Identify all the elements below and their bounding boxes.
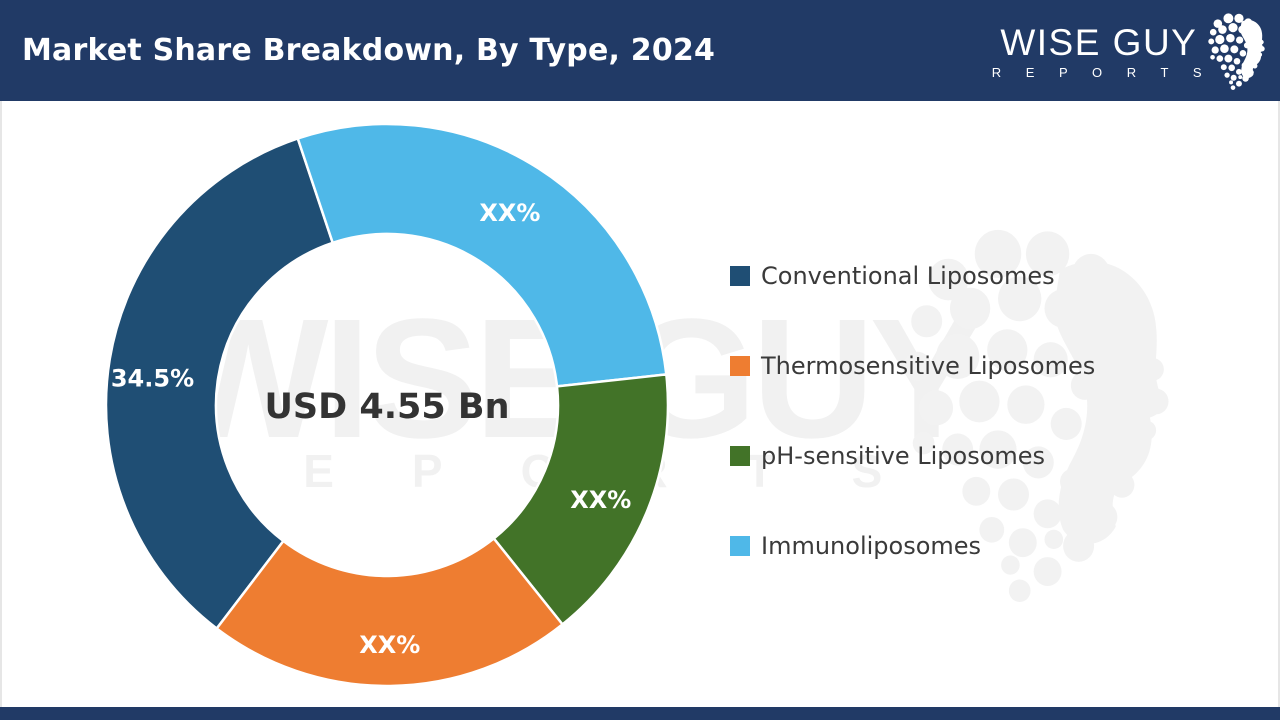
chart-center-label: USD 4.55 Bn [265, 387, 510, 427]
page-title: Market Share Breakdown, By Type, 2024 [22, 33, 716, 68]
legend-swatch-ph-sensitive-liposomes-icon [730, 446, 750, 466]
legend-label: Immunoliposomes [761, 532, 982, 560]
header-bar: Market Share Breakdown, By Type, 2024 WI… [0, 0, 1280, 101]
donut-slice-thermosensitive-liposomes [214, 536, 565, 688]
slice-label-conventional-liposomes: 34.5% [111, 364, 194, 392]
slice-label-immunoliposomes: XX% [479, 199, 540, 227]
logo-text: WISE GUY R E P O R T S [986, 22, 1212, 80]
logo-subtitle: R E P O R T S [991, 64, 1212, 80]
donut-slice-conventional-liposomes [104, 136, 335, 631]
legend-label: Conventional Liposomes [761, 262, 1055, 290]
slice-label-thermosensitive-liposomes: XX% [359, 631, 420, 659]
legend-swatch-thermosensitive-liposomes-icon [730, 356, 750, 376]
footer-bar [0, 707, 1280, 720]
legend: Conventional Liposomes Thermosensitive L… [730, 101, 1210, 707]
donut-chart: 34.5% XX% XX% XX% USD 4.55 Bn [104, 122, 670, 688]
legend-item-conventional-liposomes: Conventional Liposomes [730, 262, 1055, 290]
donut-slice-ph-sensitive-liposomes [492, 373, 670, 627]
donut-slices: 34.5% XX% XX% XX% [104, 122, 670, 688]
donut-slice-immunoliposomes [296, 122, 668, 388]
logo-wordmark: WISE GUY [1000, 22, 1198, 64]
legend-label: pH-sensitive Liposomes [761, 442, 1046, 470]
legend-item-immunoliposomes: Immunoliposomes [730, 532, 981, 560]
wise-guy-reports-logo: WISE GUY R E P O R T S [986, 6, 1268, 98]
legend-swatch-conventional-liposomes-icon [730, 266, 750, 286]
legend-swatch-immunoliposomes-icon [730, 536, 750, 556]
slice-label-ph-sensitive-liposomes: XX% [570, 486, 631, 514]
legend-item-thermosensitive-liposomes: Thermosensitive Liposomes [730, 352, 1095, 380]
legend-item-ph-sensitive-liposomes: pH-sensitive Liposomes [730, 442, 1045, 470]
legend-label: Thermosensitive Liposomes [761, 352, 1096, 380]
